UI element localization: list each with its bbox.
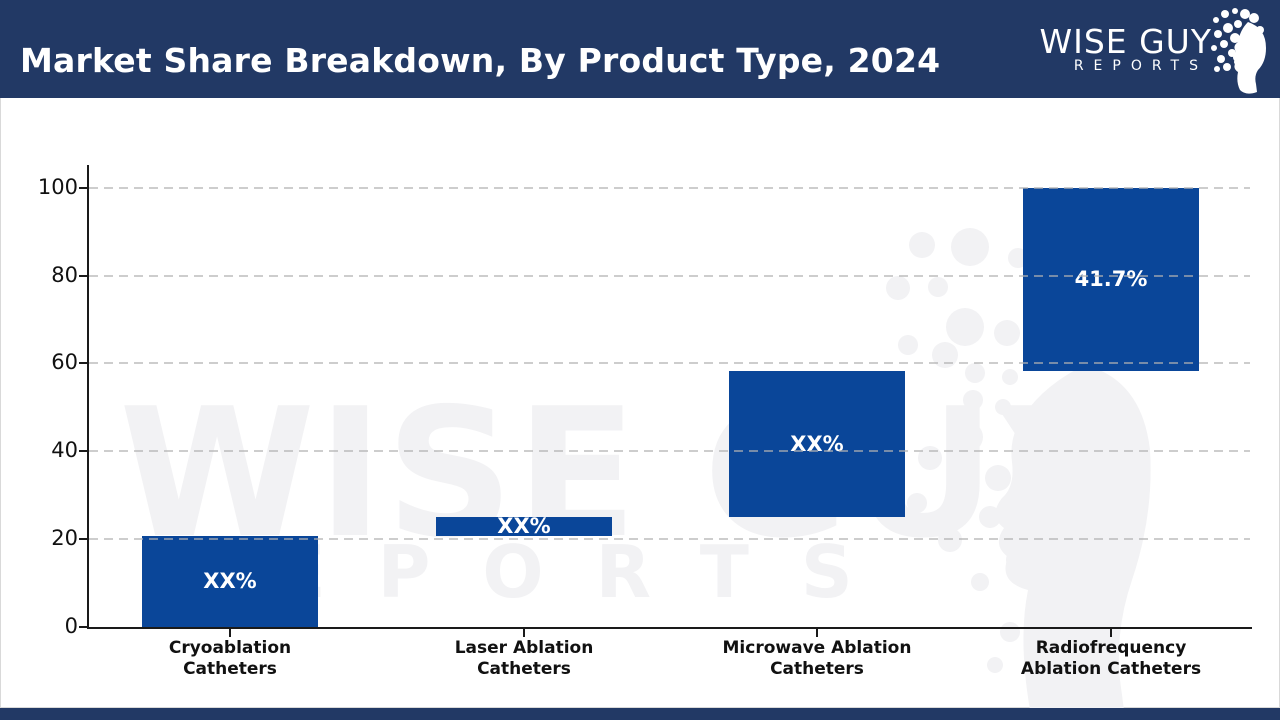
y-axis-line <box>87 165 89 628</box>
y-tick-mark-60 <box>79 362 87 365</box>
category-label-0: Cryoablation Catheters <box>100 638 360 680</box>
bar-value-label: XX% <box>203 568 257 593</box>
y-tick-mark-0 <box>79 626 87 628</box>
category-label-line: Catheters <box>183 659 277 679</box>
x-axis-line <box>87 627 1252 629</box>
x-tick-mark-1 <box>523 629 525 637</box>
y-tick-label-0: 0 <box>64 614 78 638</box>
category-label-line: Laser Ablation <box>454 638 594 658</box>
category-label-line: Microwave Ablation <box>722 638 912 658</box>
category-label-3: Radiofrequency Ablation Catheters <box>981 638 1241 680</box>
category-label-line: Radiofrequency <box>1035 638 1187 658</box>
y-tick-label-100: 100 <box>37 174 78 199</box>
y-tick-label-40: 40 <box>51 438 78 463</box>
category-label-line: Catheters <box>770 659 864 679</box>
bar-value-label: XX% <box>790 431 844 456</box>
x-tick-mark-2 <box>816 629 818 637</box>
category-label-line: Catheters <box>477 659 571 679</box>
logo-subtext: REPORTS <box>1073 58 1208 74</box>
bar-value-label: XX% <box>497 513 551 538</box>
y-tick-mark-40 <box>79 450 87 453</box>
wise-guy-reports-logo: WISE GUY REPORTS <box>1020 0 1270 98</box>
bar-laser-ablation-catheters: XX% <box>436 513 612 538</box>
bar-microwave-ablation-catheters: XX% <box>729 370 905 518</box>
gridline-60 <box>89 362 1250 365</box>
category-label-1: Laser Ablation Catheters <box>394 638 654 680</box>
category-label-line: Cryoablation <box>168 638 292 658</box>
bar-radiofrequency-ablation-catheters: 41.7% <box>1023 187 1199 371</box>
logo-wordmark: WISE GUY <box>1039 22 1212 61</box>
header-bar: Market Share Breakdown, By Product Type,… <box>0 0 1280 98</box>
y-tick-label-80: 80 <box>51 262 78 287</box>
chart-title: Market Share Breakdown, By Product Type,… <box>20 41 941 80</box>
gridline-20 <box>89 538 1250 541</box>
gridline-100 <box>89 186 1250 189</box>
category-label-line: Ablation Catheters <box>1020 659 1202 679</box>
y-tick-label-20: 20 <box>51 526 78 551</box>
gridline-80 <box>89 274 1250 277</box>
category-label-2: Microwave Ablation Catheters <box>687 638 947 680</box>
logo-face-icon <box>1211 8 1266 94</box>
bar-cryoablation-catheters: XX% <box>142 535 318 627</box>
bar-value-label: 41.7% <box>1074 266 1148 291</box>
gridline-40 <box>89 450 1250 453</box>
x-tick-mark-0 <box>229 629 231 637</box>
y-tick-mark-20 <box>79 538 87 541</box>
y-tick-mark-100 <box>79 186 87 189</box>
y-tick-label-60: 60 <box>51 350 78 375</box>
x-tick-mark-3 <box>1110 629 1112 637</box>
y-tick-mark-80 <box>79 274 87 277</box>
footer-bar <box>0 708 1280 720</box>
